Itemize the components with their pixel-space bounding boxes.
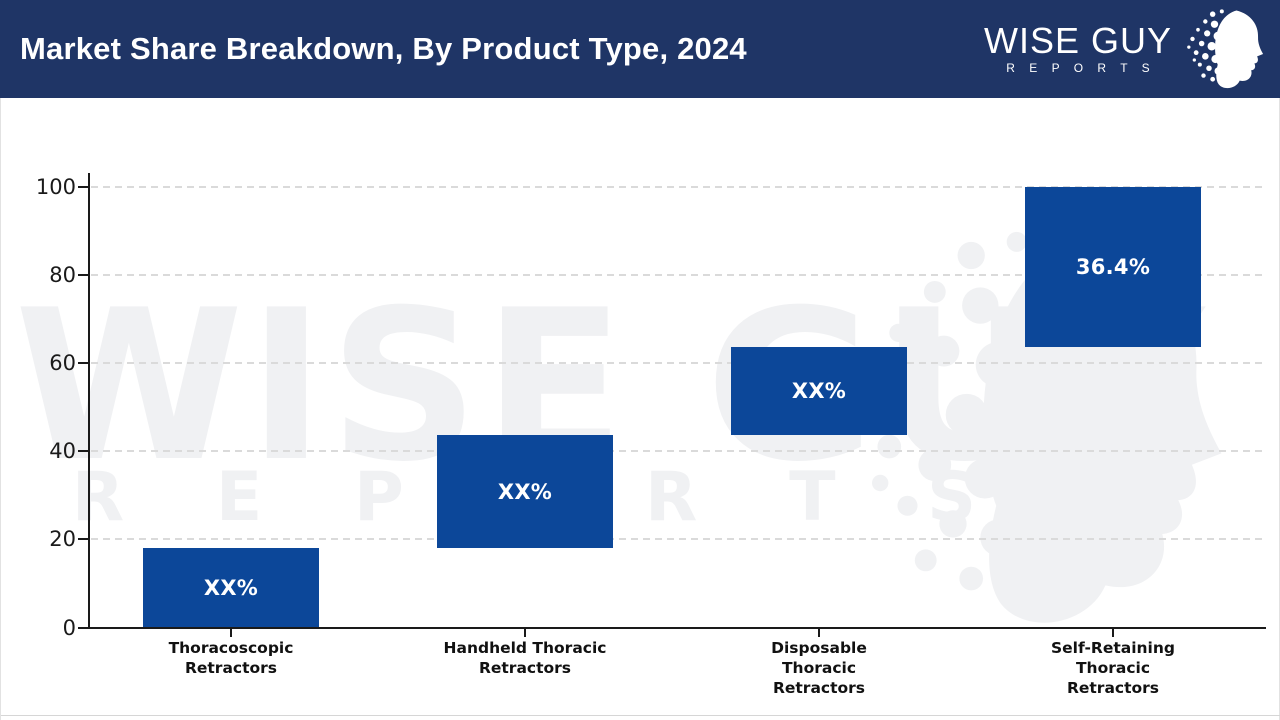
y-tick-label: 20: [49, 527, 76, 552]
gridline: [91, 186, 1265, 188]
gridline: [91, 274, 1265, 277]
logo-wordmark: WISE GUY: [983, 19, 1172, 61]
bar-value-label: 36.4%: [1075, 255, 1151, 280]
x-tick-mark: [818, 629, 820, 637]
logo-face-icon: [1187, 9, 1264, 89]
bottom-border-line: [1, 715, 1280, 716]
gridline: [91, 362, 1265, 365]
bar-value-label: XX%: [791, 379, 847, 404]
y-tick-mark: [78, 186, 88, 188]
y-tick-mark: [78, 538, 88, 541]
y-tick-label: 0: [62, 615, 76, 640]
header: Market Share Breakdown, By Product Type,…: [0, 0, 1280, 98]
bar-disposable-thoracic-retractors: XX%: [731, 347, 907, 436]
logo-text: WISE GUY R E P O R T S: [983, 19, 1172, 76]
bar-thoracoscopic-retractors: XX%: [143, 548, 319, 628]
x-category-label: Thoracoscopic Retractors: [168, 639, 294, 677]
x-category-label: Handheld Thoracic Retractors: [443, 639, 607, 677]
logo-subtitle: R E P O R T S: [1006, 61, 1156, 76]
bar-handheld-thoracic-retractors: XX%: [437, 435, 613, 549]
x-axis-line: [88, 627, 1266, 629]
x-tick-mark: [1112, 629, 1114, 637]
y-tick-label: 80: [49, 263, 76, 288]
gridline: [91, 450, 1265, 453]
y-axis-line: [88, 173, 90, 629]
x-category-label: Self-Retaining Thoracic Retractors: [1051, 639, 1175, 697]
y-tick-label: 60: [49, 351, 76, 376]
x-tick-mark: [230, 629, 232, 637]
y-tick-mark: [78, 362, 88, 365]
y-tick-mark: [78, 626, 88, 629]
y-tick-mark: [78, 450, 88, 453]
page-title: Market Share Breakdown, By Product Type,…: [20, 31, 747, 66]
x-tick-mark: [524, 629, 526, 637]
x-category-label: Disposable Thoracic Retractors: [771, 639, 867, 697]
bar-value-label: XX%: [203, 575, 259, 600]
y-tick-label: 100: [35, 175, 76, 199]
y-tick-mark: [78, 274, 88, 277]
gridline: [91, 538, 1265, 541]
bar-value-label: XX%: [497, 479, 553, 504]
wise-guy-logo: WISE GUY R E P O R T S: [984, 5, 1268, 93]
y-tick-label: 40: [49, 439, 76, 464]
chart-area: WISE GUY R E P O R T S 0 20 40 60 80 100…: [0, 98, 1280, 720]
bar-self-retaining-thoracic-retractors: 36.4%: [1025, 187, 1201, 348]
